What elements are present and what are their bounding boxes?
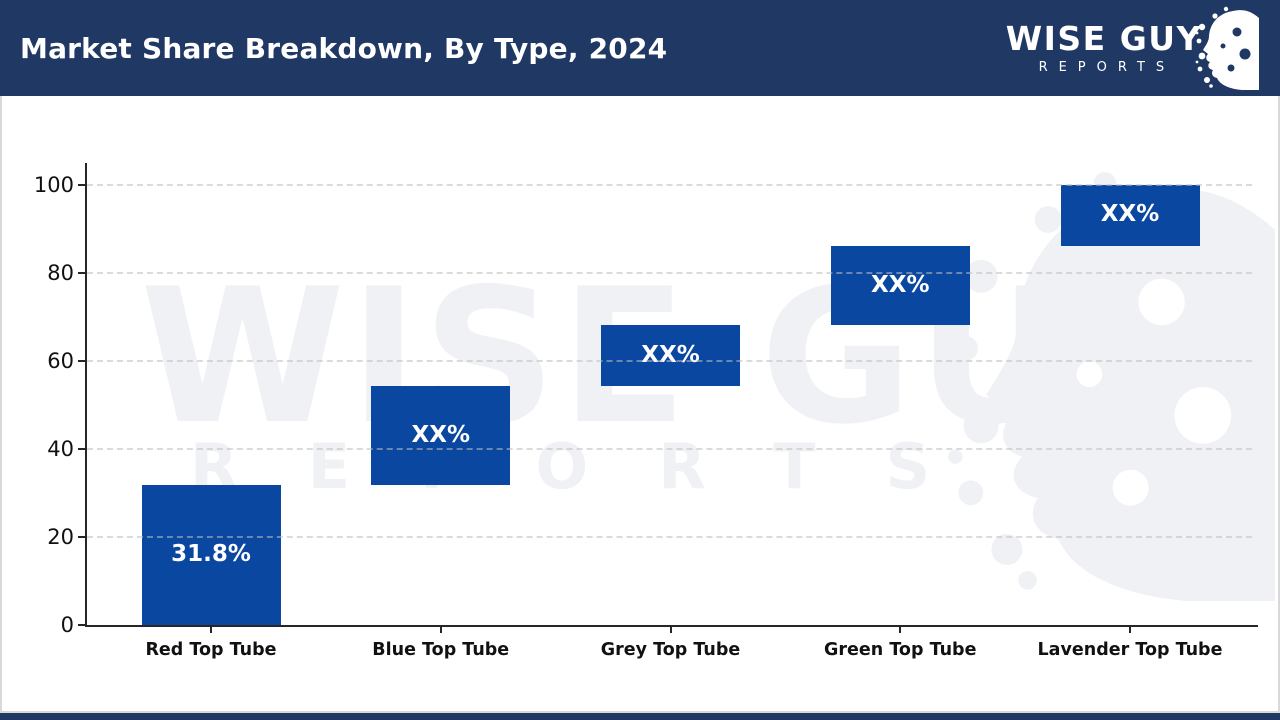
gridline <box>87 360 1252 362</box>
y-tick-label: 80 <box>47 261 74 285</box>
x-category-label: Green Top Tube <box>824 640 977 660</box>
y-tick-label: 0 <box>60 613 74 637</box>
y-tick <box>78 360 86 362</box>
logo-subtext: REPORTS <box>1038 59 1176 75</box>
bar-value-label: XX% <box>1100 201 1160 228</box>
x-category-label: Lavender Top Tube <box>1037 640 1223 660</box>
bar-value-label: XX% <box>870 271 930 298</box>
brand-logo: WISE GUY REPORTS <box>1006 6 1266 90</box>
x-tick <box>669 627 672 633</box>
bar: XX% <box>1060 185 1200 246</box>
gridline <box>87 184 1252 186</box>
x-tick <box>899 627 902 633</box>
y-tick <box>78 448 86 450</box>
bar-value-label: XX% <box>641 341 700 368</box>
gridline <box>87 536 1252 538</box>
logo-face-icon <box>1195 6 1259 90</box>
y-axis-line <box>85 163 87 627</box>
y-tick <box>78 536 86 538</box>
header: Market Share Breakdown, By Type, 2024 WI… <box>0 0 1280 96</box>
logo-text: WISE GUY REPORTS <box>1006 22 1202 75</box>
bar-value-label: XX% <box>411 421 470 448</box>
x-category-label: Red Top Tube <box>145 640 277 660</box>
y-tick-label: 100 <box>33 173 74 197</box>
y-tick <box>78 184 86 186</box>
page-title: Market Share Breakdown, By Type, 2024 <box>20 31 668 65</box>
bar: XX% <box>830 245 970 326</box>
x-tick <box>439 627 442 633</box>
gridline <box>87 272 1252 274</box>
bar: XX% <box>601 325 740 387</box>
x-tick <box>210 627 212 633</box>
y-tick-label: 60 <box>47 349 74 373</box>
logo-wordmark: WISE GUY <box>1005 18 1202 58</box>
y-tick-label: 40 <box>47 437 74 461</box>
gridline <box>87 448 1252 450</box>
x-axis-line <box>85 625 1258 627</box>
y-tick-label: 20 <box>47 525 74 549</box>
x-category-label: Grey Top Tube <box>600 640 741 660</box>
y-tick <box>78 272 86 274</box>
bar: 31.8% <box>141 485 281 625</box>
x-tick <box>1129 627 1131 633</box>
x-category-label: Blue Top Tube <box>372 640 510 660</box>
y-tick <box>78 624 86 626</box>
bar-value-label: 31.8% <box>171 541 251 568</box>
watermark-subtext: REPORTS <box>190 430 1001 503</box>
bar: XX% <box>371 386 511 486</box>
footer-bar <box>0 713 1280 720</box>
